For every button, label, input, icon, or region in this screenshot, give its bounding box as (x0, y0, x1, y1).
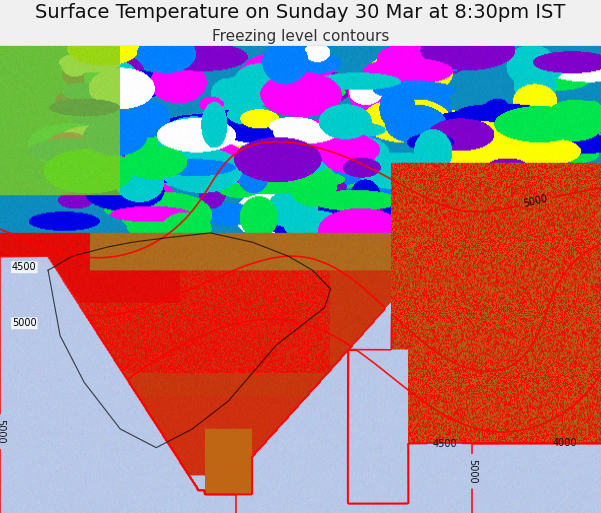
Text: Freezing level contours: Freezing level contours (212, 29, 389, 44)
Text: 5000: 5000 (523, 194, 549, 209)
Text: 4500: 4500 (432, 439, 457, 448)
Text: 5000: 5000 (12, 318, 37, 328)
Text: Surface Temperature on Sunday 30 Mar at 8:30pm IST: Surface Temperature on Sunday 30 Mar at … (35, 4, 566, 23)
Text: 5000: 5000 (467, 459, 477, 484)
Text: 5000: 5000 (0, 419, 5, 444)
Text: 4500: 4500 (12, 262, 37, 272)
Text: 4000: 4000 (553, 438, 577, 448)
